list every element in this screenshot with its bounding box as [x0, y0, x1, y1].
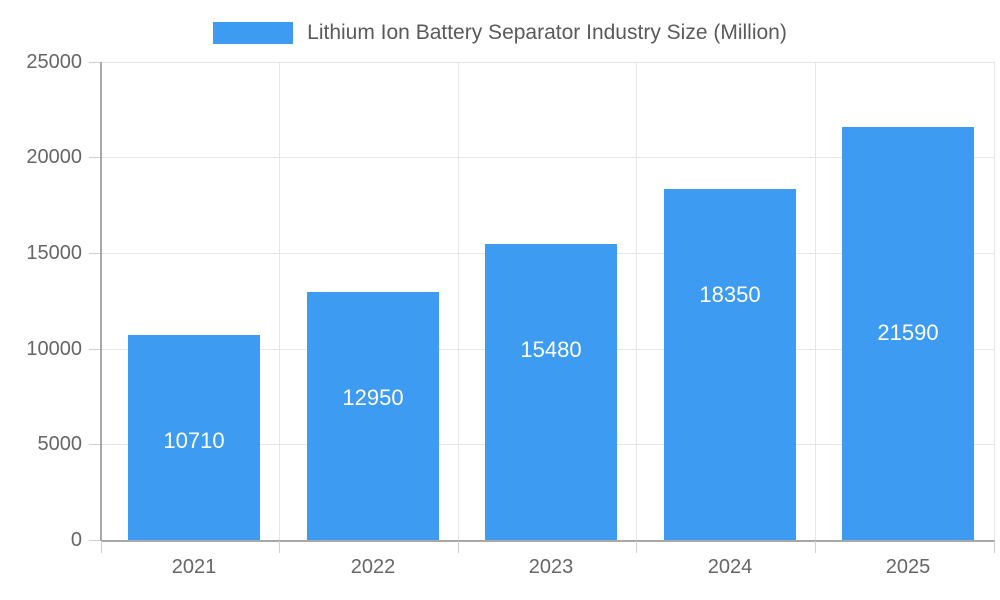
x-axis-line [101, 540, 995, 542]
gridline-y-25000 [101, 62, 995, 63]
y-tick-mark-15000 [89, 253, 100, 254]
x-tick-mark-3 [636, 541, 637, 553]
y-tick-label-15000: 15000 [26, 242, 82, 264]
x-tick-label-2025: 2025 [885, 556, 931, 578]
y-tick-label-10000: 10000 [26, 338, 82, 360]
legend-label: Lithium Ion Battery Separator Industry S… [307, 21, 787, 44]
y-tick-label-0: 0 [70, 529, 82, 551]
bar-label-2023: 15480 [520, 337, 582, 362]
y-tick-mark-25000 [89, 62, 100, 63]
bar-label-2022: 12950 [342, 385, 404, 410]
bar-label-2024: 18350 [699, 282, 761, 307]
y-tick-label-20000: 20000 [26, 146, 82, 168]
bar-label-2021: 10710 [163, 428, 225, 453]
plot-area: 10710 12950 15480 18350 21590 [101, 62, 995, 540]
x-tick-mark-0 [101, 541, 102, 553]
y-tick-mark-0 [89, 540, 100, 541]
legend-item-series-1[interactable]: Lithium Ion Battery Separator Industry S… [213, 22, 787, 44]
gridline-x-5 [994, 62, 995, 540]
gridline-x-3 [636, 62, 637, 540]
legend-color-swatch-icon [213, 22, 294, 44]
x-tick-mark-1 [279, 541, 280, 553]
x-tick-mark-4 [815, 541, 816, 553]
y-tick-mark-5000 [89, 444, 100, 445]
x-tick-label-2021: 2021 [171, 556, 217, 578]
gridline-x-2 [458, 62, 459, 540]
gridline-y-20000 [101, 157, 995, 158]
bar-2021[interactable] [128, 335, 260, 540]
bar-label-2025: 21590 [877, 320, 939, 345]
x-tick-mark-2 [458, 541, 459, 553]
chart-legend: Lithium Ion Battery Separator Industry S… [0, 14, 1000, 52]
y-tick-label-25000: 25000 [26, 51, 82, 73]
x-tick-label-2022: 2022 [350, 556, 396, 578]
y-tick-label-5000: 5000 [37, 433, 83, 455]
y-axis-line [100, 62, 102, 541]
x-tick-label-2023: 2023 [528, 556, 574, 578]
x-tick-mark-5 [994, 541, 995, 553]
bar-2025[interactable] [842, 127, 974, 540]
x-tick-label-2024: 2024 [707, 556, 753, 578]
gridline-x-4 [815, 62, 816, 540]
bar-2023[interactable] [485, 244, 617, 540]
y-tick-mark-10000 [89, 349, 100, 350]
bar-2024[interactable] [664, 189, 796, 540]
y-tick-mark-20000 [89, 157, 100, 158]
gridline-x-1 [279, 62, 280, 540]
bar-2022[interactable] [307, 292, 439, 540]
